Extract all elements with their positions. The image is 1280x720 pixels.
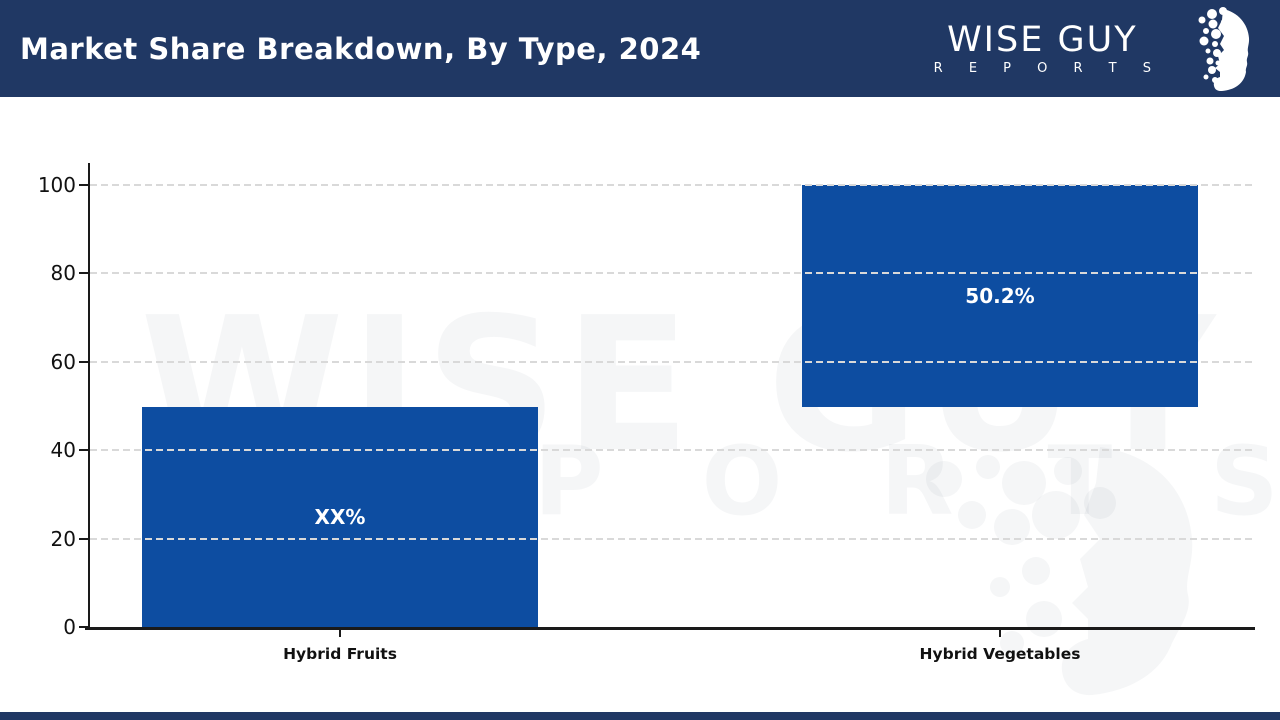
header-bar: Market Share Breakdown, By Type, 2024 WI… xyxy=(0,0,1280,97)
bar-hybrid-vegetables xyxy=(802,185,1198,407)
y-tick-mark-0 xyxy=(79,626,88,628)
wiseguy-logo-face-icon xyxy=(1198,6,1250,91)
gridline-100 xyxy=(90,184,1255,186)
x-tick-mark-0 xyxy=(339,629,341,637)
wiseguy-logo-subtitle: R E P O R T S xyxy=(933,60,1162,76)
y-tick-mark-20 xyxy=(79,537,88,540)
y-tick-mark-60 xyxy=(79,360,88,363)
y-tick-label-80: 80 xyxy=(50,261,76,286)
wiseguy-logo: WISE GUY R E P O R T S xyxy=(923,6,1254,92)
y-tick-label-40: 40 xyxy=(50,438,76,463)
x-category-label: Hybrid Fruits xyxy=(283,645,397,663)
footer-bar xyxy=(0,712,1280,720)
bar-hybrid-fruits xyxy=(142,406,538,627)
gridline-20 xyxy=(90,537,1255,540)
y-tick-mark-100 xyxy=(79,184,88,186)
y-tick-mark-40 xyxy=(79,449,88,452)
gridline-80 xyxy=(90,272,1255,275)
bar-value-label: 50.2% xyxy=(965,283,1035,308)
y-tick-label-100: 100 xyxy=(37,173,76,197)
x-tick-mark-1 xyxy=(999,629,1001,637)
y-tick-label-20: 20 xyxy=(50,526,76,551)
page-title: Market Share Breakdown, By Type, 2024 xyxy=(20,31,702,66)
bar-value-label: XX% xyxy=(314,504,366,529)
y-tick-label-60: 60 xyxy=(50,349,76,374)
gridline-40 xyxy=(90,449,1255,452)
x-category-label: Hybrid Vegetables xyxy=(919,645,1081,663)
wiseguy-logo-wordmark: WISE GUY xyxy=(947,19,1138,60)
y-tick-label-0: 0 xyxy=(63,615,76,639)
wiseguy-logo-text: WISE GUY R E P O R T S xyxy=(923,19,1162,76)
y-tick-mark-80 xyxy=(79,272,88,275)
y-axis-line xyxy=(88,163,90,629)
x-axis-line xyxy=(85,627,1255,630)
gridline-60 xyxy=(90,360,1255,363)
